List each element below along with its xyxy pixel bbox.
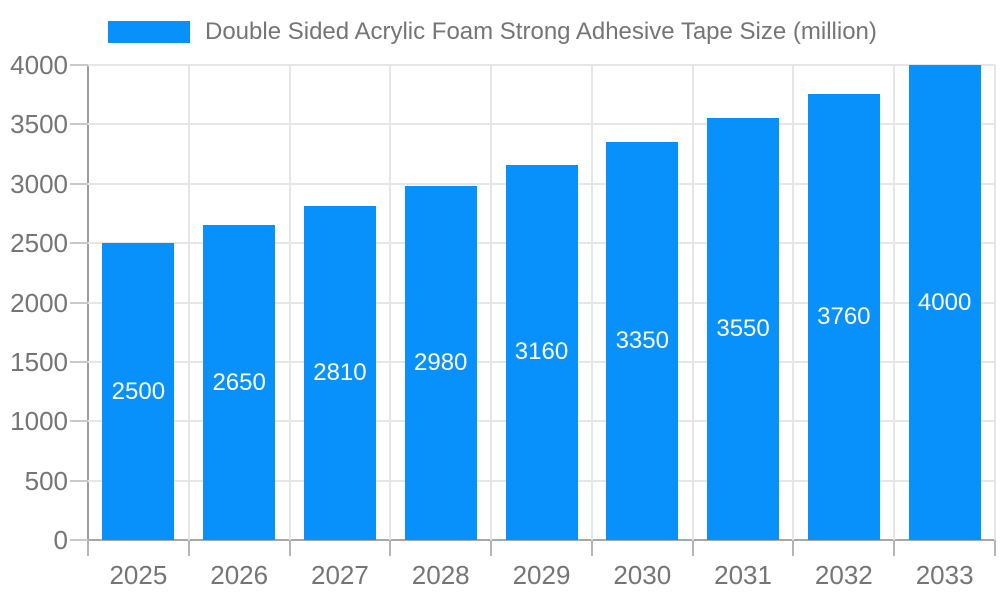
x-axis-tick <box>893 540 896 556</box>
y-axis-tick-label: 3500 <box>10 109 68 140</box>
x-gridline <box>994 65 996 540</box>
bar-value-label: 4000 <box>917 288 972 316</box>
y-axis-tick-label: 500 <box>24 465 68 496</box>
bar-2025 <box>102 243 175 540</box>
x-axis-tick-label: 2030 <box>613 560 672 590</box>
x-axis-tick <box>87 540 89 556</box>
x-axis-tick-label: 2031 <box>714 560 772 590</box>
x-axis-tick <box>691 540 694 556</box>
x-axis-tick-label: 2026 <box>210 560 269 590</box>
y-axis-tick <box>70 301 88 304</box>
y-axis-tick <box>70 242 88 245</box>
bar-value-label: 2810 <box>313 359 367 387</box>
x-axis-tick-label: 2032 <box>814 560 873 590</box>
legend-series-label: Double Sided Acrylic Foam Strong Adhesiv… <box>205 18 877 45</box>
y-axis-tick <box>70 182 88 185</box>
bar-value-label: 2980 <box>414 349 468 377</box>
bar-value-label: 3760 <box>817 302 871 330</box>
bar-value-label: 3350 <box>615 327 669 355</box>
y-axis-tick-label: 3000 <box>10 168 68 199</box>
x-gridline <box>288 65 291 540</box>
x-gridline <box>590 65 593 540</box>
x-axis-tick <box>490 540 493 556</box>
bar-2032 <box>807 93 880 540</box>
x-axis-tick-label: 2027 <box>311 560 369 590</box>
bar-2031 <box>707 118 780 540</box>
y-axis-tick-label: 2000 <box>10 287 68 318</box>
y-axis-tick-label: 0 <box>53 525 68 555</box>
x-axis-tick-label: 2028 <box>411 560 470 590</box>
x-axis-tick <box>590 540 593 556</box>
bar-2028 <box>404 186 477 540</box>
x-axis-line <box>87 539 996 541</box>
x-gridline <box>187 65 190 540</box>
y-axis-tick-label: 1500 <box>10 346 68 377</box>
y-axis-tick-label: 4000 <box>10 50 68 80</box>
bar-value-label: 3160 <box>514 338 569 366</box>
y-axis-tick <box>70 64 88 66</box>
x-axis-tick <box>187 540 190 556</box>
bar-value-label: 2500 <box>111 377 166 405</box>
x-axis-tick <box>389 540 392 556</box>
x-axis-tick <box>792 540 795 556</box>
x-axis-tick <box>288 540 291 556</box>
x-gridline <box>893 65 896 540</box>
bar-value-label: 2650 <box>212 368 266 396</box>
y-gridline <box>88 64 995 66</box>
x-axis-tick-label: 2025 <box>109 560 168 590</box>
y-axis-line <box>87 65 89 556</box>
bar-2030 <box>606 142 679 540</box>
bar-2027 <box>303 206 376 540</box>
legend[interactable]: Double Sided Acrylic Foam Strong Adhesiv… <box>108 17 877 47</box>
x-gridline <box>389 65 392 540</box>
y-gridline <box>88 123 995 126</box>
y-axis-tick <box>70 360 88 363</box>
x-gridline <box>691 65 694 540</box>
x-axis-tick <box>994 540 996 556</box>
y-axis-tick <box>70 479 88 482</box>
bar-2033 <box>908 65 981 540</box>
y-axis-tick-label: 2500 <box>10 228 68 259</box>
y-axis-tick-label: 1000 <box>10 406 68 437</box>
x-gridline <box>490 65 493 540</box>
x-axis-tick-label: 2033 <box>915 560 974 590</box>
bar-value-label: 3550 <box>716 315 770 343</box>
y-axis-tick <box>70 123 88 126</box>
bar-2029 <box>505 164 578 540</box>
y-axis-tick <box>70 539 88 541</box>
bar-2026 <box>203 225 276 540</box>
x-axis-tick-label: 2029 <box>512 560 571 590</box>
legend-swatch <box>108 21 190 43</box>
x-gridline <box>792 65 795 540</box>
y-axis-tick <box>70 420 88 423</box>
